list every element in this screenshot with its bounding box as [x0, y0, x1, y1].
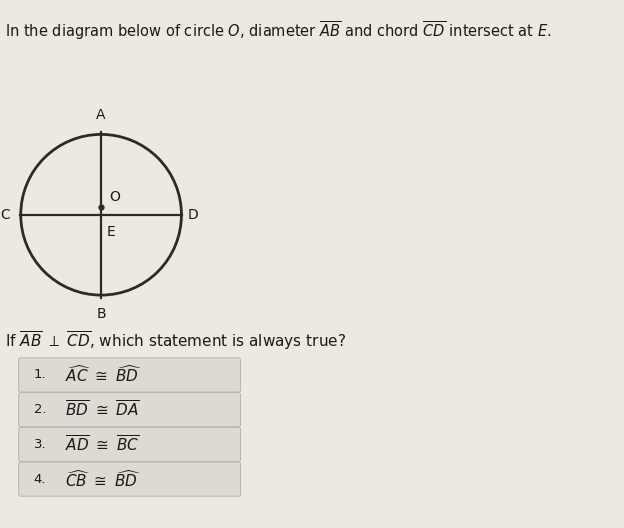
- Text: If $\overline{AB}$ $\perp$ $\overline{CD}$, which statement is always true?: If $\overline{AB}$ $\perp$ $\overline{CD…: [5, 329, 346, 352]
- Text: 1.: 1.: [34, 369, 46, 381]
- Text: E: E: [106, 224, 115, 239]
- Text: In the diagram below of circle $O$, diameter $\overline{AB}$ and chord $\overlin: In the diagram below of circle $O$, diam…: [5, 20, 552, 42]
- Text: 2.: 2.: [34, 403, 46, 416]
- Text: $\overline{AD}$ $\cong$ $\overline{BC}$: $\overline{AD}$ $\cong$ $\overline{BC}$: [65, 435, 139, 455]
- Text: D: D: [188, 208, 199, 222]
- FancyBboxPatch shape: [19, 462, 240, 496]
- Text: C: C: [1, 208, 11, 222]
- Text: $\overline{BD}$ $\cong$ $\overline{DA}$: $\overline{BD}$ $\cong$ $\overline{DA}$: [65, 400, 140, 420]
- Text: $\widehat{AC}$ $\cong$ $\widehat{BD}$: $\widehat{AC}$ $\cong$ $\widehat{BD}$: [65, 364, 142, 385]
- Text: O: O: [109, 191, 120, 204]
- FancyBboxPatch shape: [19, 392, 240, 427]
- Text: A: A: [96, 108, 106, 122]
- FancyBboxPatch shape: [19, 358, 240, 392]
- Text: B: B: [96, 307, 106, 321]
- FancyBboxPatch shape: [19, 427, 240, 461]
- Text: $\widehat{CB}$ $\cong$ $\widehat{BD}$: $\widehat{CB}$ $\cong$ $\widehat{BD}$: [65, 469, 141, 489]
- Text: 3.: 3.: [34, 438, 46, 451]
- Text: 4.: 4.: [34, 473, 46, 486]
